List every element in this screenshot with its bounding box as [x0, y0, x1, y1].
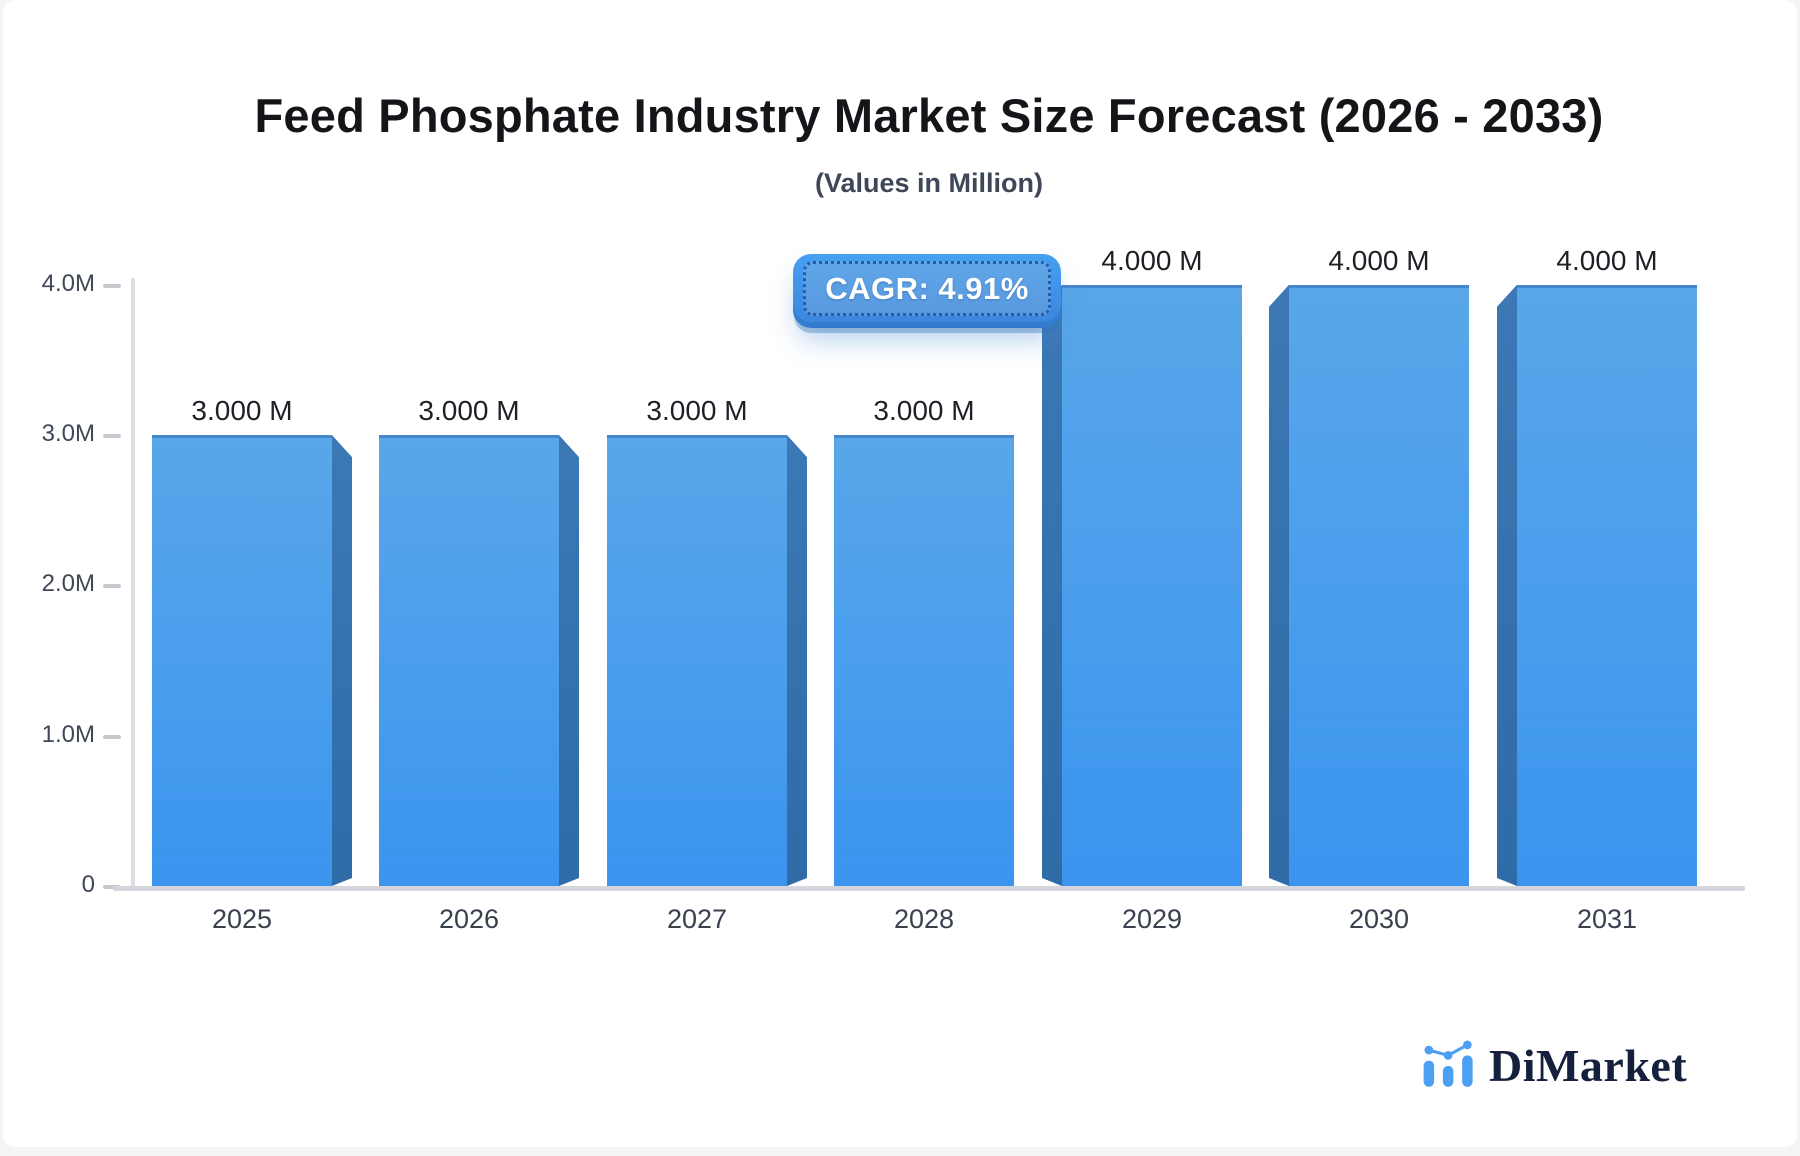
bar-side-2029 — [1042, 285, 1062, 886]
x-tick-label-2028: 2028 — [893, 904, 955, 934]
x-tick-label-2027: 2027 — [666, 904, 728, 934]
bar-side-2027 — [787, 435, 807, 886]
bar-value-label-2026: 3.000 M — [418, 395, 520, 427]
y-tick-mark-0 — [103, 885, 121, 889]
chart-title: Feed Phosphate Industry Market Size Fore… — [254, 89, 1604, 142]
y-tick-mark-2.0M — [103, 584, 121, 589]
bar-side-2026 — [559, 435, 579, 886]
y-tick-label-4.0M: 4.0M — [41, 269, 95, 297]
cagr-badge-inner: CAGR: 4.91% — [803, 261, 1051, 316]
bar-side-2030 — [1269, 285, 1289, 886]
bar-value-label-2029: 4.000 M — [1101, 244, 1203, 276]
bar-value-label-2027: 3.000 M — [646, 395, 748, 427]
x-tick-label-2029: 2029 — [1121, 904, 1183, 934]
brand-chart-icon — [1421, 1039, 1477, 1091]
y-tick-mark-1.0M — [103, 734, 121, 739]
bar-value-label-2030: 4.000 M — [1328, 244, 1430, 276]
bar-2027[interactable] — [607, 435, 787, 886]
bar-2031[interactable] — [1517, 284, 1697, 886]
bar-2029[interactable] — [1062, 284, 1242, 886]
cagr-label: CAGR: 4.91% — [825, 270, 1029, 306]
bar-2025[interactable] — [152, 435, 332, 886]
brand-name: DiMarket — [1489, 1039, 1688, 1091]
bar-2030[interactable] — [1289, 284, 1469, 886]
y-axis-line — [131, 278, 135, 891]
y-tick-mark-3.0M — [103, 434, 121, 439]
bar-value-label-2028: 3.000 M — [873, 395, 975, 427]
y-tick-label-0: 0 — [81, 871, 95, 898]
chart-card: Feed Phosphate Industry Market Size Fore… — [3, 0, 1797, 1147]
x-tick-label-2025: 2025 — [211, 904, 273, 934]
y-tick-label-2.0M: 2.0M — [41, 570, 95, 598]
bar-value-label-2031: 4.000 M — [1556, 244, 1658, 276]
bar-side-2031 — [1497, 285, 1517, 886]
x-tick-label-2031: 2031 — [1576, 904, 1638, 934]
x-tick-label-2030: 2030 — [1348, 904, 1410, 934]
brand-logo[interactable]: DiMarket — [1421, 1034, 1687, 1096]
bar-value-label-2025: 3.000 M — [191, 395, 293, 427]
bar-2026[interactable] — [379, 435, 559, 886]
y-tick-mark-4.0M — [103, 283, 121, 288]
bar-2028[interactable] — [834, 435, 1014, 886]
chart-subtitle: (Values in Million) — [814, 168, 1044, 198]
x-tick-label-2026: 2026 — [438, 904, 500, 934]
y-tick-label-1.0M: 1.0M — [41, 720, 95, 748]
y-tick-label-3.0M: 3.0M — [41, 420, 95, 448]
bar-side-2025 — [332, 435, 352, 886]
cagr-badge: CAGR: 4.91% — [793, 254, 1061, 328]
x-axis-line — [113, 886, 1745, 891]
